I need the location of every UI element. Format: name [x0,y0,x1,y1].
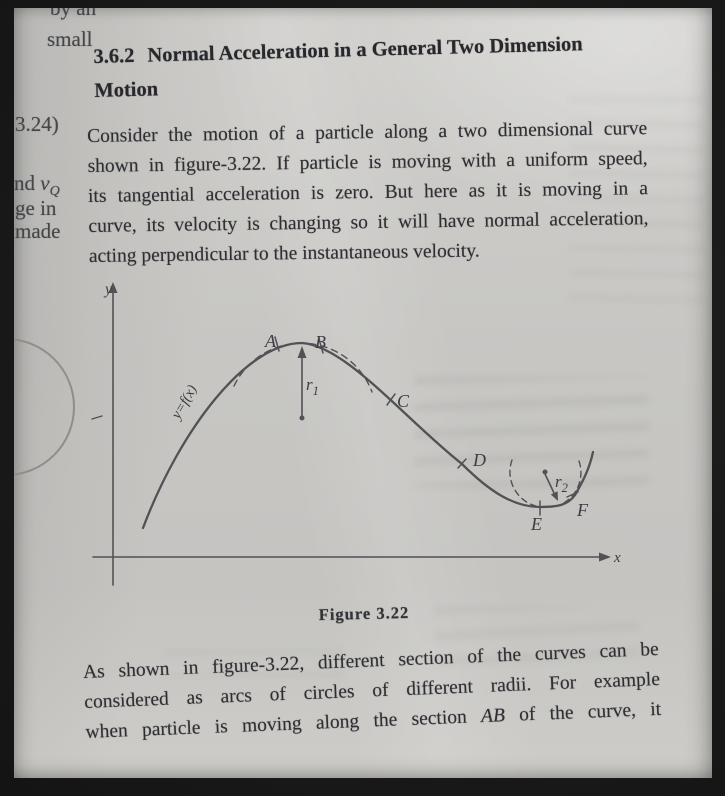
section-number: 3.6.2 [93,44,135,68]
r1-label: r1 [306,375,319,398]
section-heading: 3.6.2 Normal Acceleration in a General Tw… [93,25,651,108]
paragraph-intro: Consider the motion of a particle along … [87,114,649,272]
tick-point-D [457,458,467,469]
point-label-D: D [472,450,486,470]
r2-arrowhead [550,491,558,501]
figure-3-22: y x y=f(x) A B C D E F r1 r2 [88,278,628,612]
margin-fragment-small: small [47,27,93,51]
figure-caption: Figure 3.22 [318,602,410,625]
r2-radius-arrow [544,473,555,494]
curve-y-fx [141,341,595,530]
dashed-circle-r2-right [561,460,582,505]
tick-point-A [274,336,280,352]
curve-equation-label: y=f(x) [168,382,201,423]
section-title: Normal Acceleration in a General Two Dim… [147,33,583,67]
r2-center-dot [542,469,548,475]
dashed-circle-r1 [233,342,373,393]
r1-label-sub: 1 [313,384,319,398]
r2-label-sub: 2 [562,481,568,495]
margin-vq-prefix: nd [14,171,41,195]
point-label-E: E [530,514,542,534]
margin-vq-sub: Q [49,184,60,200]
r1-arrowhead [297,346,307,358]
y-axis-arrowhead [108,282,118,293]
margin-fragment-top: by an [50,8,97,20]
figure-diagram: y x y=f(x) A B C D E F r1 r2 [91,281,621,586]
point-label-B: B [315,332,326,352]
margin-vq-v: v [40,171,50,195]
point-label-C: C [397,391,410,411]
paragraph-line: acting perpendicular to the instantaneou… [88,240,480,267]
point-label-F: F [576,500,589,520]
closing-line-after: of the curve, it [504,698,662,727]
margin-fragment-equation-number: 3.24) [15,112,59,136]
y-axis-label: y [103,281,113,298]
r1-label-base: r [306,375,313,394]
margin-circle-fragment [14,338,75,476]
tick-point-C [386,393,396,406]
tick-point-F [566,491,579,498]
r2-label: r2 [555,472,568,495]
tick-point-B [318,338,324,354]
book-page: by an small 3.24) nd vQ ge in made 3.6.2… [14,8,712,778]
margin-fragment-ge-in: ge in [15,196,57,220]
r2-label-base: r [555,472,562,491]
x-axis-arrowhead [599,552,611,562]
stray-mark [91,415,103,420]
section-ab-reference: AB [480,705,506,728]
point-label-A: A [264,331,277,351]
x-axis-label: x [613,550,621,566]
margin-fragment-vq: nd vQ [14,171,60,200]
r1-center-dot [299,415,305,421]
margin-fragment-made: made [15,219,61,243]
paragraph-closing: As shown in figure-3.22, different secti… [83,635,662,748]
dashed-circle-r2-left [509,459,541,508]
